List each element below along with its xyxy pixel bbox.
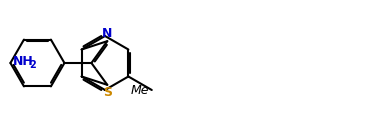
Text: 2: 2 (29, 60, 36, 70)
Text: S: S (103, 86, 112, 99)
Text: NH: NH (12, 55, 33, 68)
Text: N: N (102, 27, 112, 40)
Text: Me: Me (130, 83, 149, 96)
